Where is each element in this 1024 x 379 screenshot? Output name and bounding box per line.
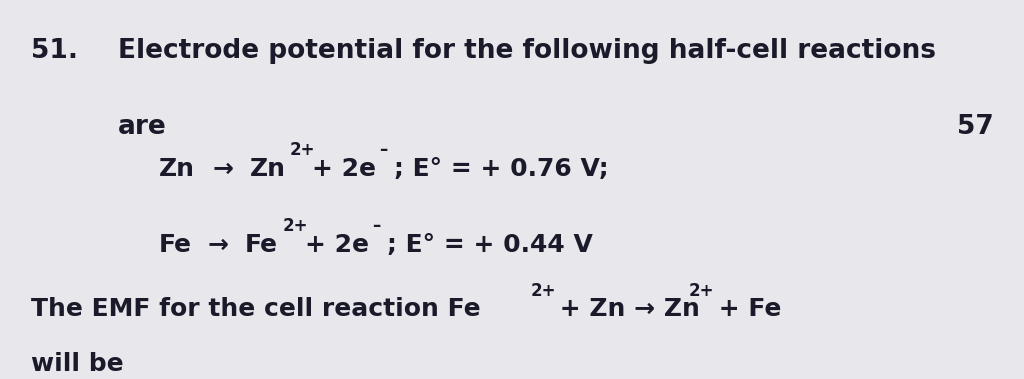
Text: 57: 57	[956, 114, 993, 140]
Text: ; E° = + 0.76 V;: ; E° = + 0.76 V;	[394, 157, 609, 181]
Text: 2+: 2+	[688, 282, 714, 300]
Text: 2+: 2+	[530, 282, 556, 300]
Text: + Zn → Zn: + Zn → Zn	[551, 298, 699, 321]
Text: Fe: Fe	[245, 233, 278, 257]
Text: will be: will be	[31, 352, 123, 376]
Text: + 2e: + 2e	[305, 233, 369, 257]
Text: are: are	[118, 114, 167, 140]
Text: 2+: 2+	[283, 217, 308, 235]
Text: –: –	[372, 217, 380, 235]
Text: + 2e: + 2e	[312, 157, 377, 181]
Text: + Fe: + Fe	[710, 298, 781, 321]
Text: ; E° = + 0.44 V: ; E° = + 0.44 V	[387, 233, 593, 257]
Text: Electrode potential for the following half-cell reactions: Electrode potential for the following ha…	[118, 38, 936, 64]
Text: Fe: Fe	[159, 233, 191, 257]
Text: Zn: Zn	[250, 157, 286, 181]
Text: –: –	[379, 141, 387, 160]
Text: →: →	[213, 157, 234, 181]
Text: →: →	[208, 233, 229, 257]
Text: 51.: 51.	[31, 38, 78, 64]
Text: The EMF for the cell reaction Fe: The EMF for the cell reaction Fe	[31, 298, 480, 321]
Text: Zn: Zn	[159, 157, 195, 181]
Text: 2+: 2+	[290, 141, 315, 160]
